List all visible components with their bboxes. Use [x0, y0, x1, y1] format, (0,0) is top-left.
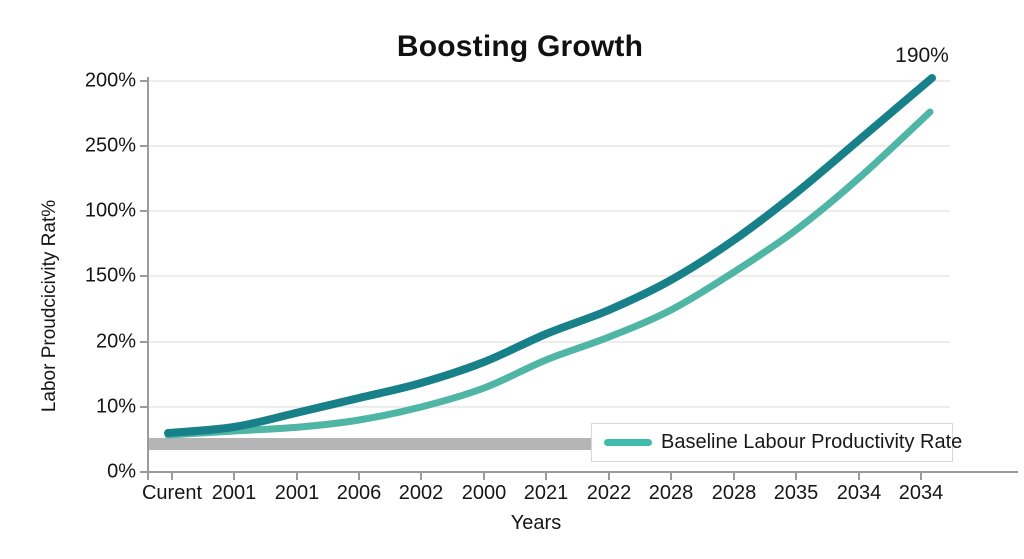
- y-tick-label: 100%: [84, 199, 136, 222]
- legend-label: Baseline Labour Productivity Rate: [661, 431, 963, 453]
- x-tick-label: 2034: [898, 482, 944, 504]
- series-line-baseline: [164, 108, 934, 439]
- y-tick-label: 200%: [84, 69, 136, 92]
- x-tick-label: 2028: [648, 482, 694, 504]
- x-tick-label: 2021: [523, 482, 569, 504]
- x-tick-label: 2028: [711, 482, 757, 504]
- x-tick-label: 2006: [336, 482, 382, 504]
- chart-title: Boosting Growth: [396, 30, 644, 63]
- x-axis-title: Years: [510, 512, 562, 534]
- endpoint-value-label: 190%: [895, 44, 949, 67]
- x-tick-label: 2035: [773, 482, 819, 504]
- x-tick-label: Curent: [141, 482, 203, 504]
- y-tick-label: 250%: [84, 134, 136, 157]
- series-line-boosted: [164, 74, 936, 437]
- y-tick-label: 0%: [107, 460, 136, 483]
- y-tick-label: 10%: [95, 395, 136, 418]
- x-tick-label: 2022: [586, 482, 632, 504]
- legend-line-swatch: [604, 439, 652, 446]
- x-tick-label: 2001: [211, 482, 257, 504]
- x-tick-label: 2000: [461, 482, 507, 504]
- y-tick-label: 20%: [95, 330, 136, 353]
- x-tick-label: 2034: [836, 482, 882, 504]
- x-tick-label: 2001: [274, 482, 320, 504]
- legend: Baseline Labour Productivity Rate: [591, 423, 962, 462]
- x-tick-label: 2002: [398, 482, 444, 504]
- y-tick-label: 150%: [84, 264, 136, 287]
